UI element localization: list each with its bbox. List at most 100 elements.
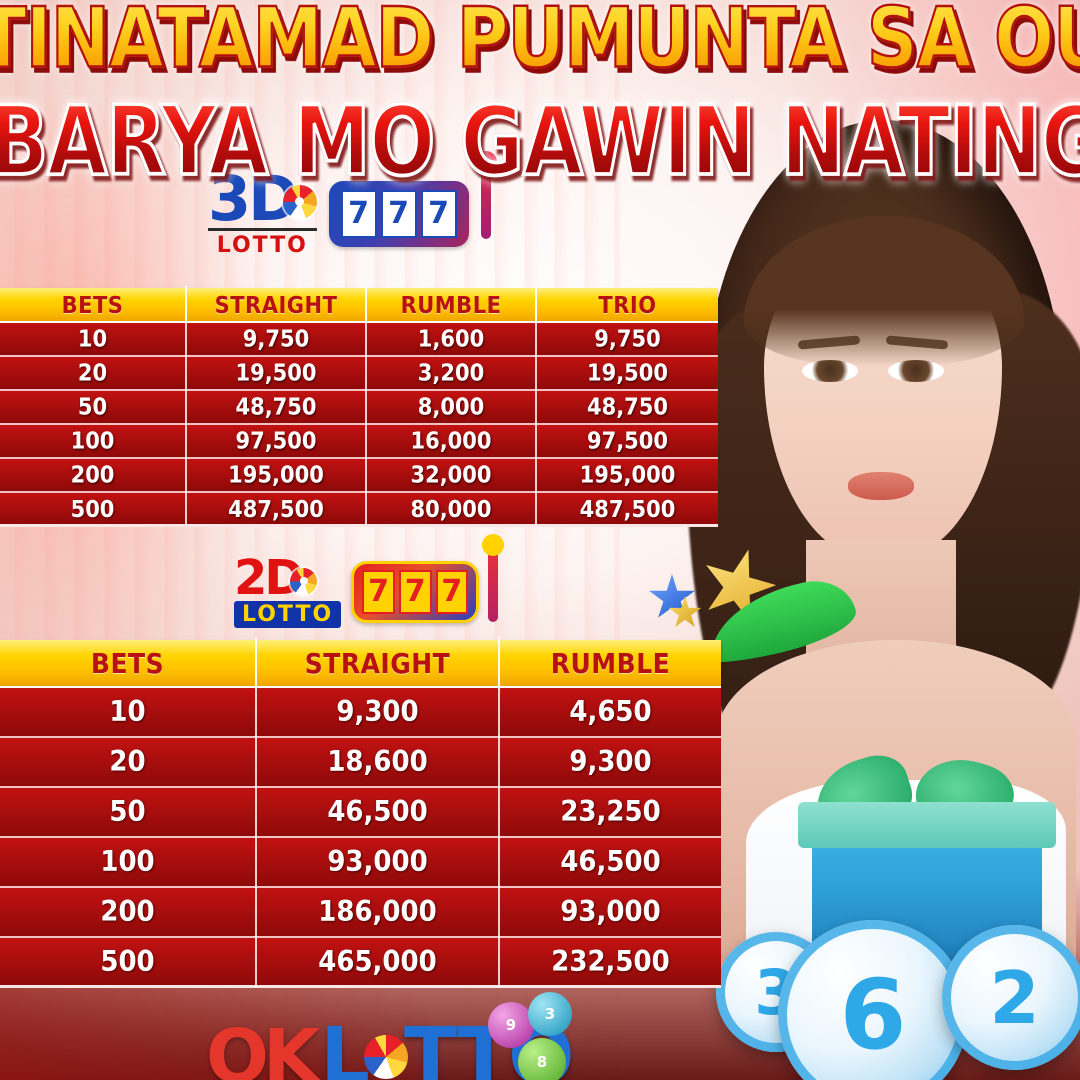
table-row: 200 195,000 32,000 195,000 [0,457,718,493]
logo-2d-subtitle: LOTTO [234,601,342,629]
table-3d-column-header: RUMBLE [367,286,537,323]
table-cell: 232,500 [551,945,670,978]
mini-lottery-ball: 9 [488,1002,534,1048]
model-eye-right [888,360,944,382]
table-cell: 195,000 [579,461,676,489]
table-cell: 46,500 [560,845,661,879]
table-cell: 50 [0,389,187,425]
payout-table-2d: BETS STRAIGHT RUMBLE 10 9,300 4,650 20 1… [0,637,721,988]
table-cell: 97,500 [586,427,669,455]
table-cell: 9,300 [257,685,500,739]
table-3d-header-row: BETS STRAIGHT RUMBLE TRIO [0,286,718,323]
table-3d-column-header: BETS [0,286,187,323]
table-3d-column-header: TRIO [598,291,657,318]
model-eye-left [802,360,858,382]
table-row: 100 93,000 46,500 [0,835,721,889]
table-2d-column-header: RUMBLE [550,646,671,680]
table-row: 200 186,000 93,000 [0,885,721,939]
logo-3d-title: 3D [208,167,317,230]
table-row: 500 465,000 232,500 [0,935,721,988]
table-cell: 19,500 [187,355,367,391]
lottery-ball: 2 [942,925,1080,1070]
table-2d-column-header: BETS [0,637,257,689]
headline-line-1: TINATAMAD PUMUNTA SA OUTLET? [0,0,1080,82]
table-row: 50 48,750 8,000 48,750 [0,389,718,425]
pinwheel-icon [363,1034,408,1079]
table-cell: 9,750 [594,325,661,353]
logo-3d-lotto: 3D LOTTO 7 7 7 [208,151,497,258]
mini-lottery-ball: 8 [518,1038,566,1080]
mini-lottery-ball: 3 [528,992,572,1036]
slot-reel: 7 [380,190,417,239]
table-cell: 195,000 [187,457,367,493]
lottery-ball: 6 [778,920,968,1080]
table-cell: 1,600 [367,321,537,357]
table-row: 100 97,500 16,000 97,500 [0,423,718,459]
table-cell: 100 [0,835,257,889]
table-cell: 200 [0,457,187,493]
model-lips [848,472,914,500]
slot-machine-2d: 7 7 7 [351,534,505,624]
headline: TINATAMAD PUMUNTA SA OUTLET? BARYA MO GA… [0,0,1080,190]
slot-reel: 7 [398,570,432,615]
table-row: 10 9,300 4,650 [0,685,721,739]
table-cell: 100 [0,423,187,459]
table-cell: 20 [0,355,187,391]
table-cell: 8,000 [367,389,537,425]
table-cell: 80,000 [367,491,537,526]
gift-lid [798,802,1056,848]
table-cell: 19,500 [586,359,669,387]
table-cell: 46,500 [257,785,500,839]
table-cell: 500 [0,491,187,526]
slot-reel: 7 [420,190,457,239]
payout-table-3d: BETS STRAIGHT RUMBLE TRIO 10 9,750 1,600… [0,286,718,527]
logo-2d-wordmark: 2D LOTTO [234,554,342,629]
table-cell: 186,000 [257,885,500,939]
table-cell: 487,500 [579,495,676,522]
table-cell: 97,500 [187,423,367,459]
table-cell: 487,500 [187,491,367,526]
slot-lever-icon [474,151,497,240]
logo-3d-subtitle: LOTTO [208,228,317,258]
slot-reel: 7 [362,570,395,615]
slot-machine-3d: 7 7 7 [328,151,497,248]
table-cell: 10 [0,685,257,739]
table-cell: 10 [0,321,187,357]
table-cell: 20 [0,735,257,789]
table-cell: 465,000 [257,935,500,988]
table-cell: 32,000 [367,457,537,493]
table-cell: 18,600 [257,735,500,789]
slot-lever-icon [482,534,505,623]
table-cell: 3,200 [367,355,537,391]
logo-3d-wordmark: 3D LOTTO [208,167,317,258]
table-row: 10 9,750 1,600 9,750 [0,321,718,357]
pinwheel-icon [282,184,317,219]
headline-line-2: BARYA MO GAWIN NATING 9,750! [0,92,1080,191]
table-row: 20 18,600 9,300 [0,735,721,789]
table-cell: 93,000 [560,895,661,929]
table-cell: 9,750 [187,321,367,357]
table-cell: 93,000 [257,835,500,889]
table-cell: 50 [0,785,257,839]
pinwheel-icon [290,567,318,595]
table-cell: 48,750 [586,393,669,421]
table-row: 500 487,500 80,000 487,500 [0,491,718,527]
table-cell: 9,300 [569,745,652,779]
table-2d-header-row: BETS STRAIGHT RUMBLE [0,637,721,689]
slot-reel: 7 [340,190,377,239]
table-cell: 23,250 [560,795,661,829]
ok-mark-text: OK [206,1013,320,1080]
table-cell: 200 [0,885,257,939]
lotto-text-before: L [320,1011,370,1080]
table-cell: 16,000 [367,423,537,459]
slot-reel: 7 [435,570,469,615]
table-row: 50 46,500 23,250 [0,785,721,839]
table-row: 20 19,500 3,200 19,500 [0,355,718,391]
logo-2d-lotto: 2D LOTTO 7 7 7 [234,534,505,629]
table-cell: 500 [0,935,257,988]
table-2d-column-header: STRAIGHT [257,637,500,689]
table-cell: 48,750 [187,389,367,425]
logo-2d-title: 2D [234,554,341,602]
table-3d-column-header: STRAIGHT [187,286,367,323]
